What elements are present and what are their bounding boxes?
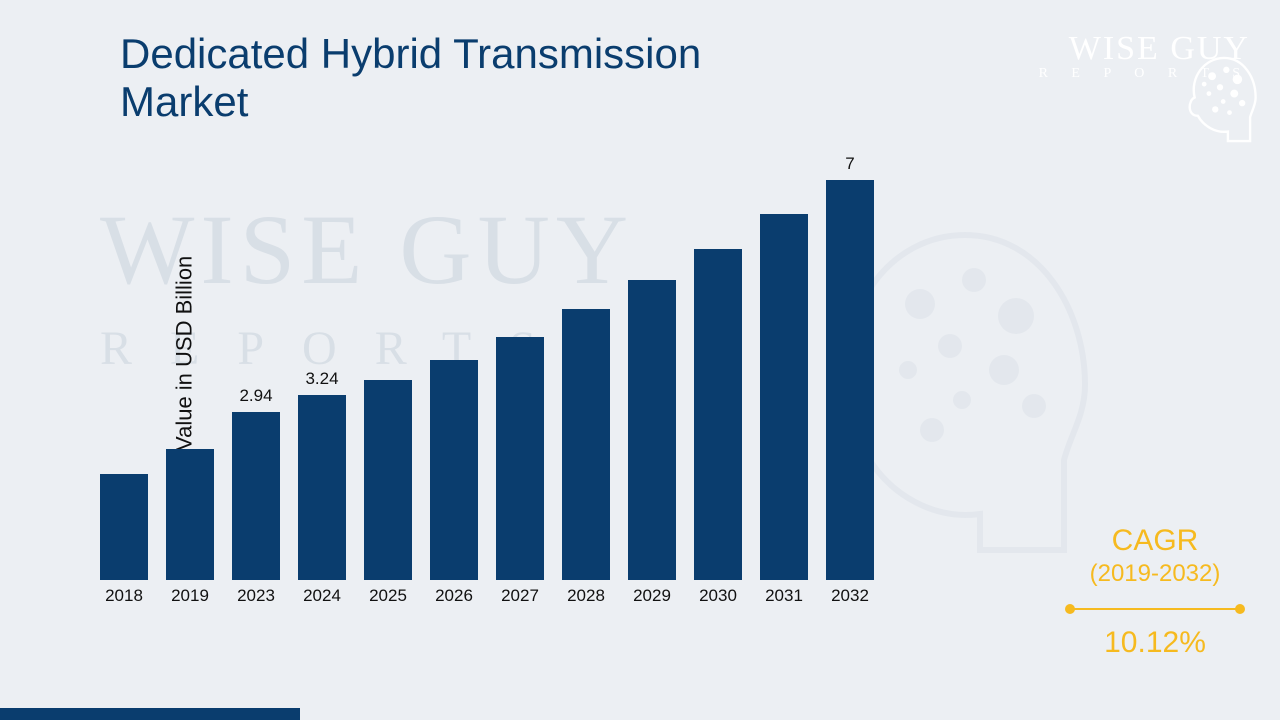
bar-rect [364, 380, 412, 580]
cagr-label: CAGR [1070, 524, 1240, 558]
bar [628, 280, 676, 580]
infographic-canvas: WISE GUY REPORTS Dedicated Hybrid Transm… [0, 0, 1280, 720]
bar-rect [166, 449, 214, 580]
bar [496, 337, 544, 580]
bar [694, 249, 742, 580]
x-tick-label: 2031 [765, 586, 803, 606]
x-tick-label: 2023 [237, 586, 275, 606]
bar-rect [826, 180, 874, 580]
bar-rect [496, 337, 544, 580]
bar-rect [760, 214, 808, 580]
brand-logo: WISE GUY R E P O R T S [1039, 30, 1250, 82]
bar-rect [100, 474, 148, 580]
x-tick-label: 2032 [831, 586, 869, 606]
cagr-period: (2019-2032) [1070, 560, 1240, 588]
x-axis: 2018 2019 2023 2024 2025 2026 2027 2028 2029 2030… [100, 580, 890, 620]
bar [166, 449, 214, 580]
bar: 7 [826, 180, 874, 580]
bar-chart: Market Value in USD Billion 2.943.247 20… [90, 160, 890, 620]
x-tick-label: 2025 [369, 586, 407, 606]
x-tick-label: 2026 [435, 586, 473, 606]
bar [364, 380, 412, 580]
bar-rect [694, 249, 742, 580]
cagr-separator [1070, 608, 1240, 610]
cagr-value: 10.12% [1070, 626, 1240, 660]
bar [562, 309, 610, 580]
x-tick-label: 2028 [567, 586, 605, 606]
bar: 3.24 [298, 395, 346, 580]
chart-title: Dedicated Hybrid Transmission Market [120, 30, 760, 127]
bar [760, 214, 808, 580]
bar-rect [232, 412, 280, 580]
bar-rect [430, 360, 478, 580]
bar-value-label: 7 [845, 154, 854, 174]
x-tick-label: 2019 [171, 586, 209, 606]
x-tick-label: 2029 [633, 586, 671, 606]
x-tick-label: 2027 [501, 586, 539, 606]
head-icon [1180, 54, 1260, 149]
footer-accent-bar [0, 708, 300, 720]
x-tick-label: 2024 [303, 586, 341, 606]
x-tick-label: 2030 [699, 586, 737, 606]
bar-value-label: 2.94 [239, 386, 272, 406]
bar-value-label: 3.24 [305, 369, 338, 389]
bar [100, 474, 148, 580]
bar-rect [628, 280, 676, 580]
bar [430, 360, 478, 580]
bar-rect [298, 395, 346, 580]
plot-area: 2.94 3.24 7 [100, 160, 890, 580]
bar: 2.94 [232, 412, 280, 580]
x-tick-label: 2018 [105, 586, 143, 606]
cagr-block: CAGR (2019-2032) 10.12% [1070, 524, 1240, 660]
bar-rect [562, 309, 610, 580]
